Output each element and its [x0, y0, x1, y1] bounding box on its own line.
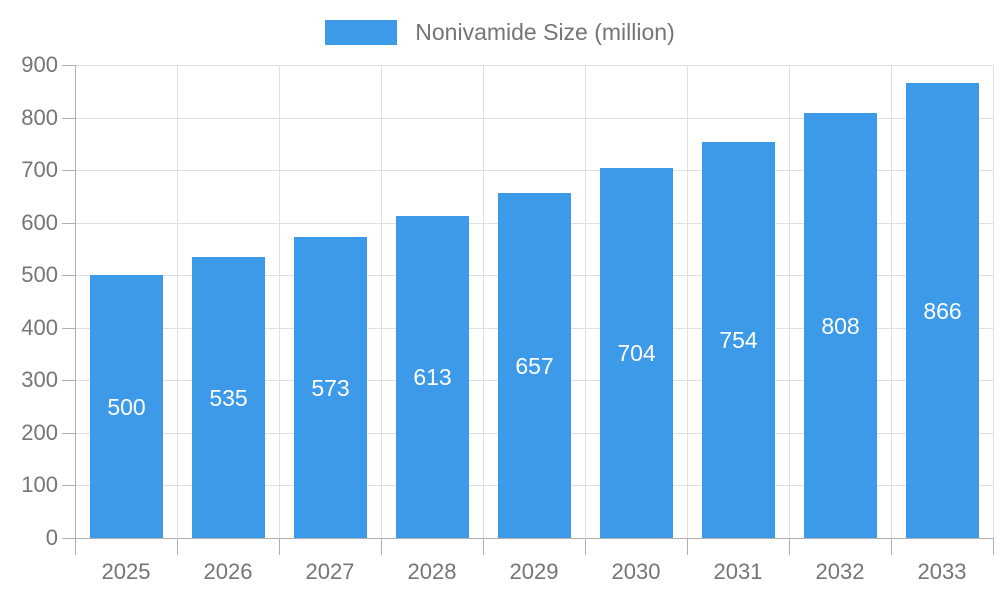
- x-axis-tick: [789, 538, 790, 555]
- bar-value-label: 808: [821, 312, 860, 339]
- bar-value-label: 866: [923, 297, 962, 324]
- bar[interactable]: 866: [906, 83, 979, 538]
- y-axis-line: [75, 65, 76, 539]
- x-axis-category-label: 2025: [101, 559, 151, 584]
- y-axis-tick-label: 600: [21, 210, 58, 235]
- y-axis-tick-label: 200: [21, 420, 58, 445]
- x-gridline: [381, 65, 382, 538]
- bar[interactable]: 535: [192, 257, 265, 538]
- bar[interactable]: 754: [702, 142, 775, 538]
- bar[interactable]: 573: [294, 237, 367, 538]
- chart-legend[interactable]: Nonivamide Size (million): [0, 14, 1000, 50]
- x-axis-category-label: 2026: [203, 559, 253, 584]
- y-axis-tick: [62, 118, 75, 119]
- legend-swatch-icon: [325, 19, 398, 45]
- y-axis-tick: [62, 170, 75, 171]
- bar-value-label: 500: [107, 393, 146, 420]
- bar-value-label: 704: [617, 340, 656, 366]
- x-gridline: [177, 65, 178, 538]
- x-gridline: [585, 65, 586, 538]
- bar[interactable]: 613: [396, 216, 469, 538]
- y-axis-tick-label: 400: [21, 315, 58, 340]
- x-axis-tick: [177, 538, 178, 555]
- bar[interactable]: 808: [804, 113, 877, 538]
- y-axis-tick-label: 0: [45, 525, 58, 550]
- y-axis-tick-label: 900: [21, 52, 58, 77]
- x-axis-tick: [687, 538, 688, 555]
- bar-value-label: 657: [515, 352, 554, 379]
- x-axis-category-label: 2028: [407, 559, 457, 584]
- x-axis-tick: [381, 538, 382, 555]
- y-axis-tick-label: 700: [21, 157, 58, 182]
- y-gridline: [75, 118, 993, 119]
- y-axis-tick: [62, 65, 75, 66]
- bar-value-label: 535: [209, 384, 248, 411]
- x-axis-line: [62, 538, 994, 539]
- y-axis-tick: [62, 328, 75, 329]
- x-axis-category-label: 2033: [917, 559, 967, 584]
- x-axis-category-label: 2032: [815, 559, 865, 584]
- y-axis-tick-label: 100: [21, 472, 58, 497]
- x-axis-category-label: 2030: [611, 559, 661, 584]
- x-axis-category-label: 2029: [509, 559, 559, 584]
- y-axis-tick: [62, 380, 75, 381]
- y-gridline: [75, 65, 993, 66]
- bar-value-label: 573: [311, 374, 350, 401]
- x-axis-tick: [75, 538, 76, 555]
- y-axis-tick-label: 300: [21, 367, 58, 392]
- x-axis-tick: [279, 538, 280, 555]
- x-gridline: [483, 65, 484, 538]
- x-axis-tick: [585, 538, 586, 555]
- y-gridline: [75, 170, 993, 171]
- x-gridline: [993, 65, 994, 538]
- x-axis-tick: [993, 538, 994, 555]
- bar-value-label: 613: [413, 364, 452, 390]
- x-gridline: [687, 65, 688, 538]
- x-axis-tick: [483, 538, 484, 555]
- y-axis-tick: [62, 433, 75, 434]
- y-axis-tick-label: 500: [21, 262, 58, 287]
- legend-series-label: Nonivamide Size (million): [415, 18, 675, 45]
- x-gridline: [789, 65, 790, 538]
- y-axis-tick: [62, 485, 75, 486]
- bar[interactable]: 704: [600, 168, 673, 538]
- y-axis-tick: [62, 223, 75, 224]
- x-gridline: [279, 65, 280, 538]
- x-axis-tick: [891, 538, 892, 555]
- x-axis-category-label: 2031: [713, 559, 763, 584]
- y-axis-tick: [62, 275, 75, 276]
- x-axis-category-label: 2027: [305, 559, 355, 584]
- bar-value-label: 754: [719, 327, 758, 353]
- bar[interactable]: 657: [498, 193, 571, 538]
- x-gridline: [891, 65, 892, 538]
- y-axis-tick-label: 800: [21, 105, 58, 130]
- bar[interactable]: 500: [90, 275, 163, 538]
